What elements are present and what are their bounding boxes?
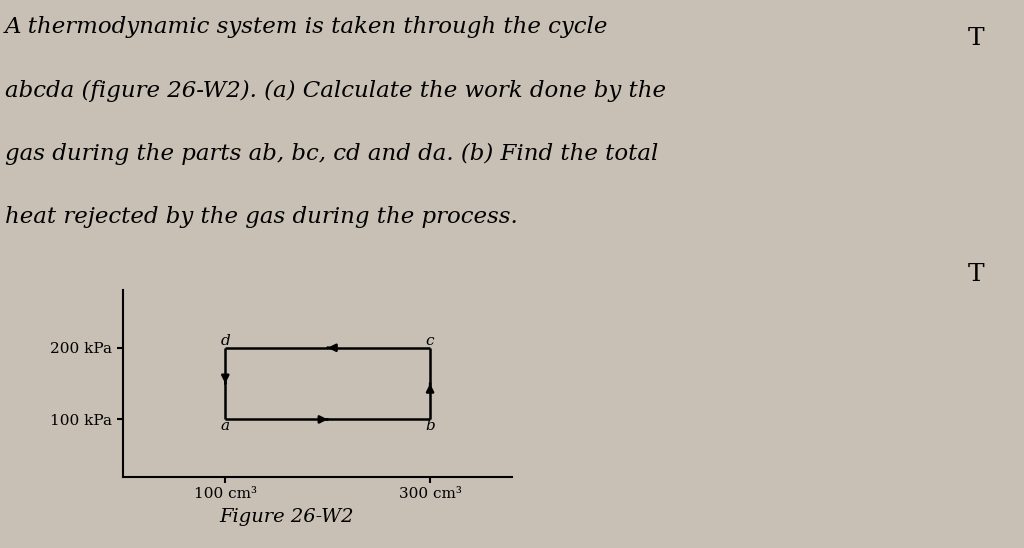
Text: a: a <box>221 419 229 433</box>
Text: c: c <box>426 334 434 348</box>
Text: abcda (figure 26-W2). (a) Calculate the work done by the: abcda (figure 26-W2). (a) Calculate the … <box>5 79 667 101</box>
Text: d: d <box>220 334 230 348</box>
Text: b: b <box>425 419 435 433</box>
Text: gas during the parts ab, bc, cd and da. (b) Find the total: gas during the parts ab, bc, cd and da. … <box>5 142 658 164</box>
Text: T: T <box>968 27 984 50</box>
Text: T: T <box>968 263 984 286</box>
Text: heat rejected by the gas during the process.: heat rejected by the gas during the proc… <box>5 206 518 227</box>
Text: A thermodynamic system is taken through the cycle: A thermodynamic system is taken through … <box>5 16 608 38</box>
Text: Figure 26-W2: Figure 26-W2 <box>219 508 354 526</box>
